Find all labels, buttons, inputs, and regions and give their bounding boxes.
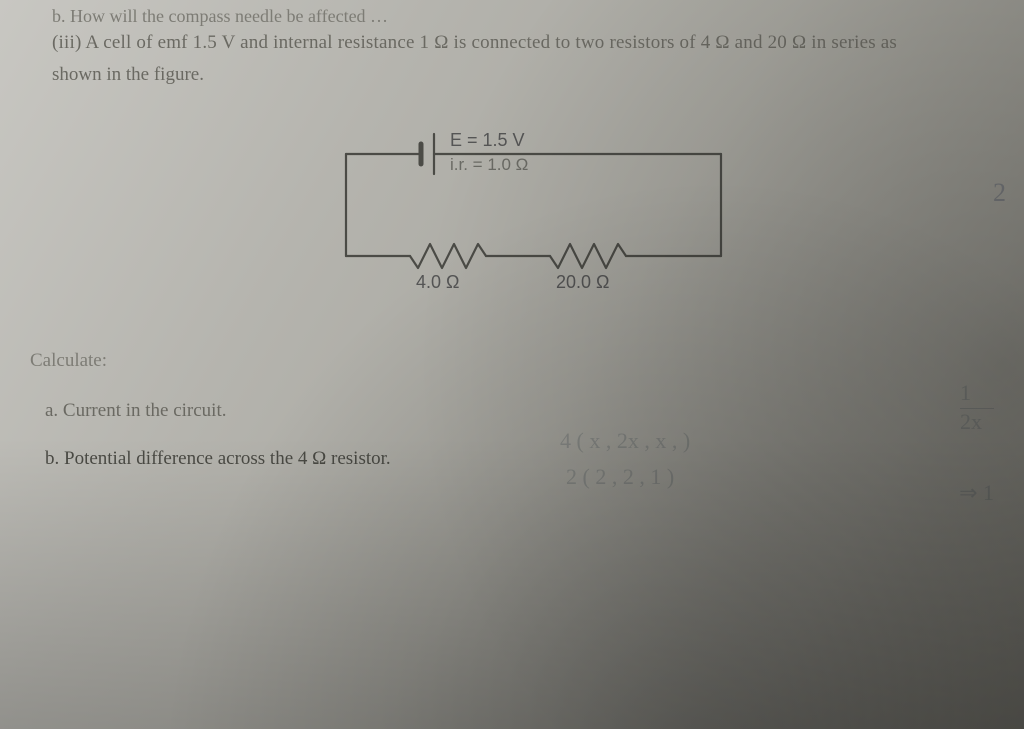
question-line-2: shown in the figure. <box>52 64 204 86</box>
r1-label: 4.0 Ω <box>416 272 459 292</box>
ir-label: i.r. = 1.0 Ω <box>450 155 528 174</box>
r2-label: 20.0 Ω <box>556 272 610 292</box>
student-fraction: 1 2x <box>960 380 994 435</box>
prev-question-fragment: b. How will the compass needle be affect… <box>52 6 388 27</box>
emf-label: E = 1.5 V <box>450 130 525 150</box>
worksheet-page: b. How will the compass needle be affect… <box>0 0 1024 729</box>
margin-annotation-2: 2 <box>993 178 1006 208</box>
circuit-diagram: E = 1.5 V i.r. = 1.0 Ω 4.0 Ω 20.0 Ω <box>326 128 746 298</box>
calculate-heading: Calculate: <box>30 350 107 372</box>
student-scribble-1: 4 ( x , 2x , x , ) <box>560 428 690 454</box>
frac-bottom: 2x <box>960 409 982 434</box>
part-a: a. Current in the circuit. <box>45 400 227 422</box>
frac-top: 1 <box>960 380 971 405</box>
student-implies: ⇒ 1 <box>959 480 994 506</box>
student-scribble-2: 2 ( 2 , 2 , 1 ) <box>566 464 674 490</box>
circuit-svg: E = 1.5 V i.r. = 1.0 Ω 4.0 Ω 20.0 Ω <box>326 128 746 298</box>
part-b: b. Potential difference across the 4 Ω r… <box>45 448 391 470</box>
question-line-1: (iii) A cell of emf 1.5 V and internal r… <box>52 32 897 54</box>
photo-vignette <box>0 0 1024 729</box>
